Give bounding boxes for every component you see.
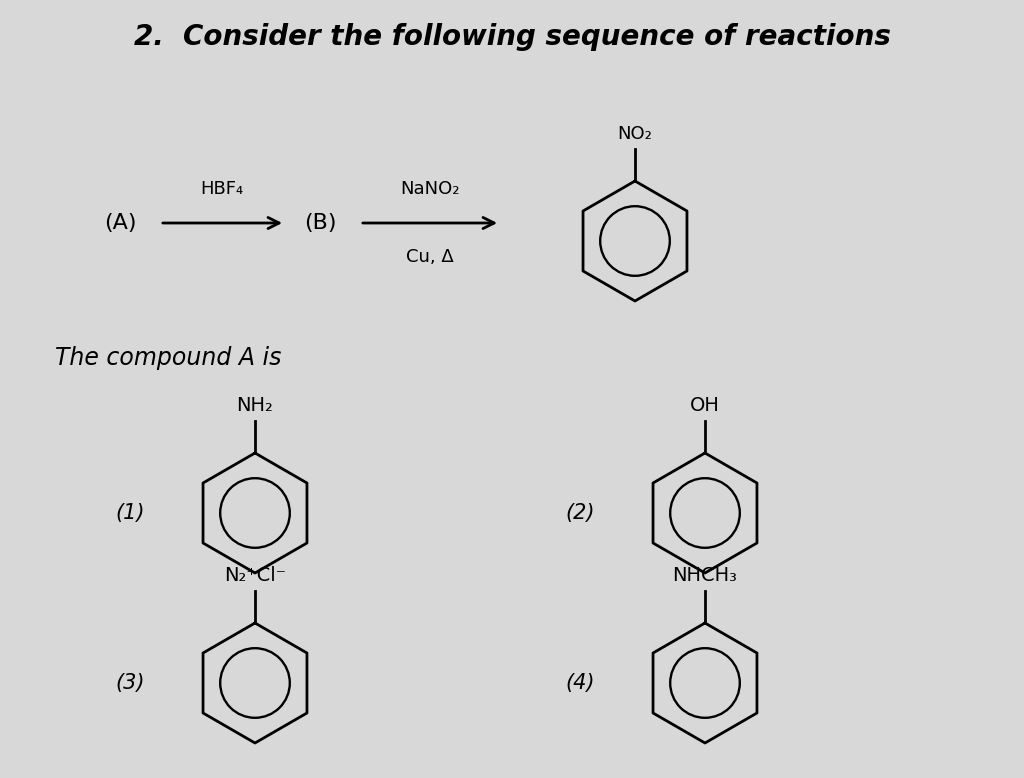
Text: (4): (4) bbox=[565, 673, 595, 693]
Text: Cu, Δ: Cu, Δ bbox=[407, 248, 454, 266]
Text: NH₂: NH₂ bbox=[237, 396, 273, 415]
Text: (1): (1) bbox=[116, 503, 144, 523]
Text: (2): (2) bbox=[565, 503, 595, 523]
Text: (3): (3) bbox=[116, 673, 144, 693]
Text: OH: OH bbox=[690, 396, 720, 415]
Text: (A): (A) bbox=[103, 213, 136, 233]
Text: 2.  Consider the following sequence of reactions: 2. Consider the following sequence of re… bbox=[133, 23, 891, 51]
Text: HBF₄: HBF₄ bbox=[201, 180, 244, 198]
Text: NO₂: NO₂ bbox=[617, 125, 652, 143]
Text: (B): (B) bbox=[304, 213, 336, 233]
Text: NHCH₃: NHCH₃ bbox=[673, 566, 737, 585]
Text: N₂⁺Cl⁻: N₂⁺Cl⁻ bbox=[224, 566, 286, 585]
Text: The compound A is: The compound A is bbox=[55, 346, 282, 370]
Text: NaNO₂: NaNO₂ bbox=[400, 180, 460, 198]
